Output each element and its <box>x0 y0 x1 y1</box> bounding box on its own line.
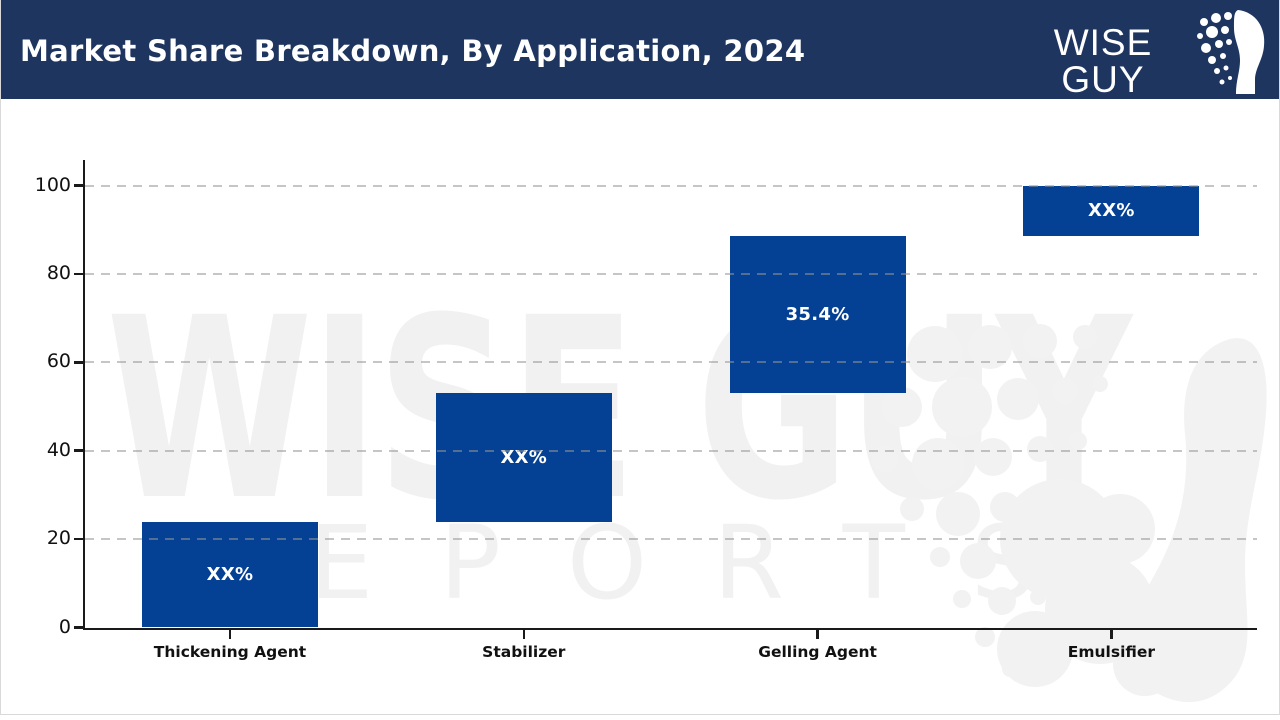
y-tick-label-60: 60 <box>46 350 71 373</box>
y-tick-label-0: 0 <box>58 615 71 638</box>
x-tick-mark-3 <box>816 630 819 639</box>
logo-dotted-head-icon <box>1197 10 1265 94</box>
header-band: Market Share Breakdown, By Application, … <box>0 0 1280 117</box>
y-tick-mark-60 <box>74 361 83 364</box>
y-tick-mark-80 <box>74 272 83 276</box>
bar-value-label: XX% <box>1088 200 1135 222</box>
bar-stabilizer: XX% <box>435 392 612 522</box>
x-tick-mark-2 <box>522 630 526 639</box>
y-axis-spine <box>82 160 85 630</box>
y-tick-label-20: 20 <box>46 527 71 550</box>
x-tick-label-gelling-agent: Gelling Agent <box>758 642 877 661</box>
logo-text: WISE GUY REPORTS <box>1008 24 1198 117</box>
logo-wordmark: WISE GUY <box>1053 22 1153 100</box>
gridline-80 <box>85 272 1257 275</box>
gridline-20 <box>85 538 1257 541</box>
x-tick-label-emulsifier: Emulsifier <box>1067 642 1156 661</box>
y-tick-mark-0 <box>74 626 83 629</box>
x-tick-mark-4 <box>1110 630 1113 639</box>
x-tick-mark-1 <box>228 630 232 639</box>
bar-value-label: XX% <box>500 446 548 468</box>
x-axis-spine <box>82 627 1257 630</box>
logo-subtitle: REPORTS <box>1041 102 1175 117</box>
y-tick-label-80: 80 <box>46 261 71 284</box>
y-tick-mark-100 <box>74 184 83 187</box>
gridline-60 <box>85 361 1257 364</box>
y-tick-label-40: 40 <box>46 438 71 461</box>
page-title: Market Share Breakdown, By Application, … <box>20 34 806 68</box>
gridline-40 <box>85 449 1257 452</box>
x-tick-label-thickening-agent: Thickening Agent <box>153 642 307 661</box>
y-tick-mark-20 <box>74 537 83 541</box>
y-tick-label-100: 100 <box>34 173 71 196</box>
gridline-100 <box>85 184 1257 187</box>
bar-value-label: XX% <box>206 564 254 586</box>
wise-guy-reports-logo: WISE GUY REPORTS <box>1008 6 1268 117</box>
y-tick-mark-40 <box>74 449 83 452</box>
bar-value-label: 35.4% <box>785 304 850 326</box>
x-tick-label-stabilizer: Stabilizer <box>482 642 566 661</box>
bar-emulsifier: XX% <box>1023 185 1200 237</box>
plot-area: WISE GUY REPORTS XX% XX% 35.4% XX% 0 20 40 60 80… <box>0 99 1280 720</box>
bar-gelling-agent: 35.4% <box>729 236 906 393</box>
